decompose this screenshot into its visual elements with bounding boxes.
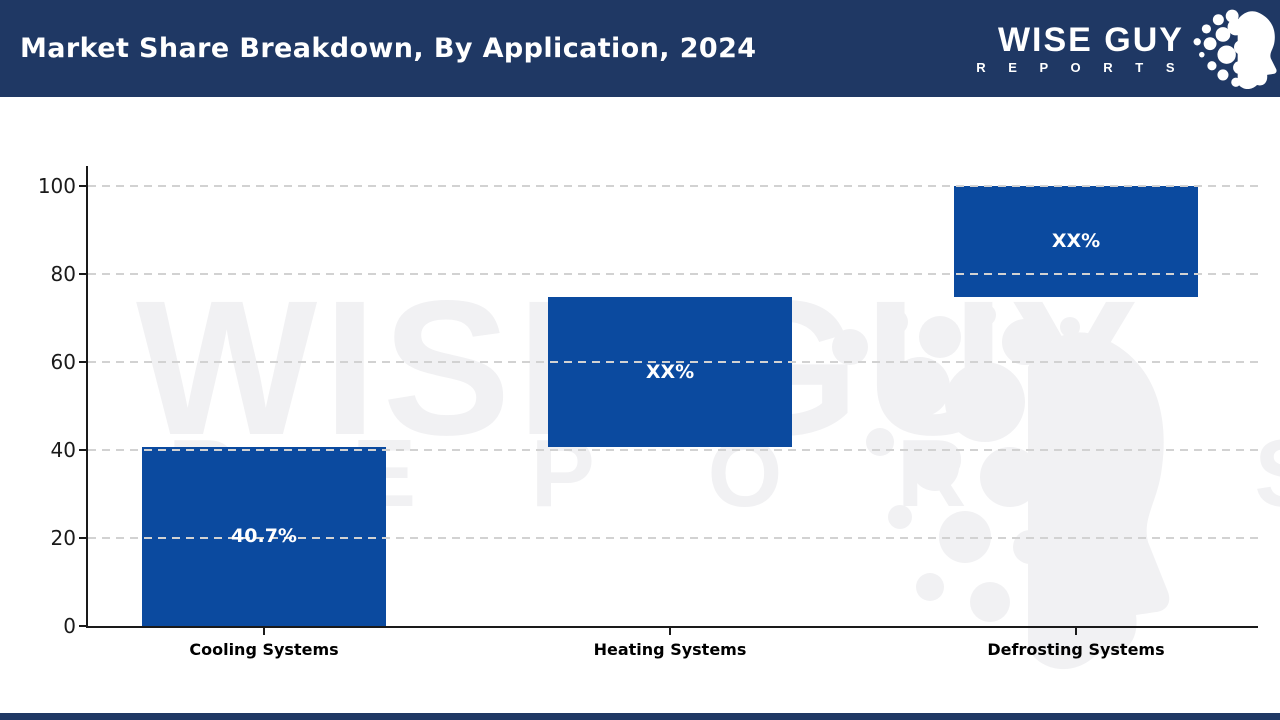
bar-value-label: 40.7% — [231, 525, 297, 548]
y-axis-tick-label: 40 — [50, 438, 76, 462]
watermark-face-dots-icon — [832, 304, 1170, 670]
chart-title: Market Share Breakdown, By Application, … — [20, 33, 757, 64]
gridline-60 — [88, 361, 1258, 363]
wiseguy-logo: WISE GUY R E P O R T S — [972, 0, 1280, 97]
x-axis-tick-mark — [669, 626, 671, 635]
x-axis-tick-mark — [263, 626, 265, 635]
wiseguy-logo-text: WISE GUY R E P O R T S — [972, 23, 1184, 74]
x-axis-category-label: Defrosting Systems — [987, 640, 1165, 659]
y-axis-tick-mark — [79, 361, 88, 363]
y-axis-tick-label: 100 — [37, 174, 76, 198]
y-axis-tick-label: 20 — [50, 526, 76, 550]
y-axis-tick-label: 80 — [50, 262, 76, 286]
gridline-80 — [88, 273, 1258, 275]
y-axis-tick-mark — [79, 537, 88, 539]
y-axis-tick-mark — [79, 449, 88, 451]
face-dots-icon — [1193, 9, 1277, 89]
y-axis-tick-label: 60 — [50, 350, 76, 374]
x-axis-line — [86, 626, 1258, 628]
y-axis-tick-mark — [79, 273, 88, 275]
gridline-40 — [88, 449, 1258, 451]
header-bar: Market Share Breakdown, By Application, … — [0, 0, 1280, 97]
bar-cooling-systems — [142, 446, 386, 626]
y-axis-tick-label: 0 — [63, 614, 76, 638]
y-axis-line — [86, 166, 88, 628]
bar-value-label: XX% — [1051, 230, 1101, 253]
x-axis-category-label: Cooling Systems — [189, 640, 339, 659]
y-axis-tick-mark — [79, 185, 88, 187]
x-axis-tick-mark — [1075, 626, 1077, 635]
bar-value-label: XX% — [645, 360, 695, 383]
bar-defrosting-systems — [954, 186, 1198, 297]
bar-heating-systems — [548, 296, 792, 447]
logo-subtext: R E P O R T S — [976, 60, 1184, 75]
gridline-100 — [88, 185, 1258, 187]
chart-area: WISE GUY R E P O R T S 02040608010040.7%… — [0, 97, 1280, 713]
logo-wordmark: WISE GUY — [997, 21, 1184, 59]
y-axis-tick-mark — [79, 625, 88, 627]
gridline-20 — [88, 537, 1258, 539]
footer-bar — [0, 713, 1280, 720]
x-axis-category-label: Heating Systems — [593, 640, 747, 659]
